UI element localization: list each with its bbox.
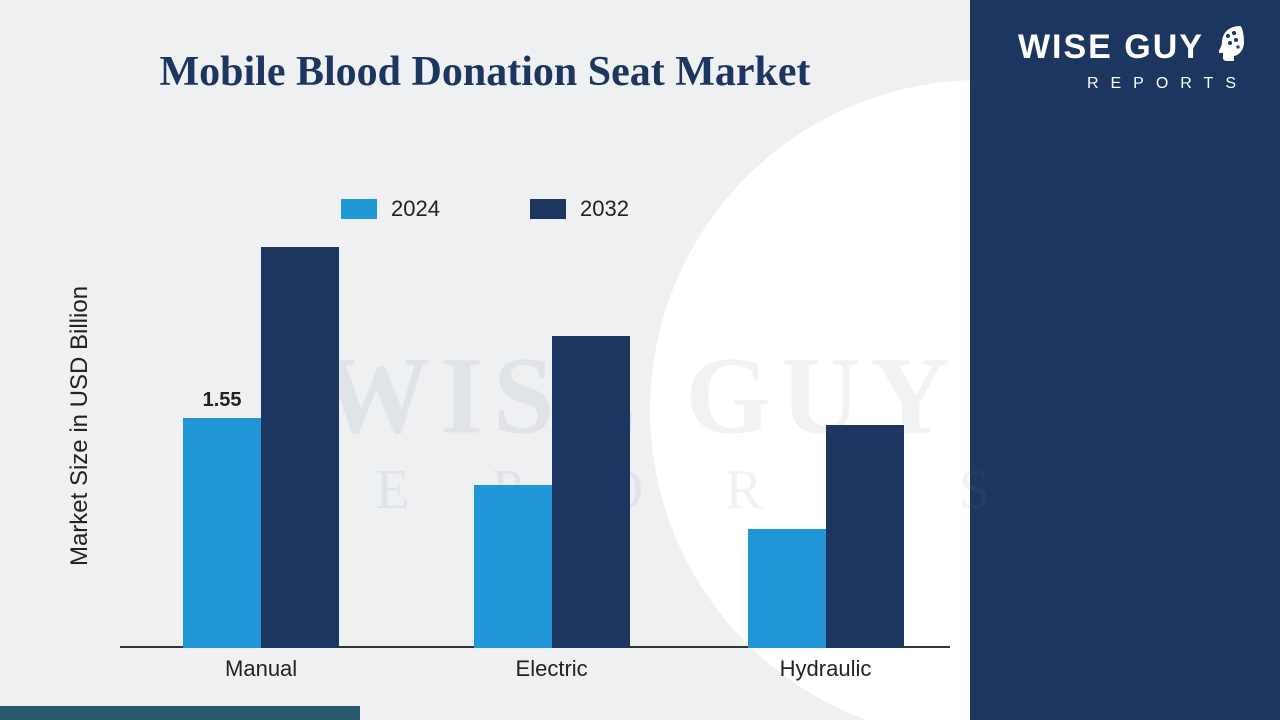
legend-swatch-2024 — [341, 199, 377, 219]
brand-logo-main: WISE GUY — [992, 22, 1252, 73]
legend-label-2024: 2024 — [391, 196, 440, 222]
brand-logo-text: WISE GUY — [1018, 28, 1204, 67]
decor-right-band — [970, 0, 1280, 720]
category-label-electric: Electric — [516, 656, 588, 682]
brand-logo: WISE GUY REPORTS — [992, 22, 1252, 93]
legend-item-2024: 2024 — [341, 196, 440, 222]
chart-legend: 2024 2032 — [0, 196, 970, 222]
y-axis-label: Market Size in USD Billion — [66, 286, 94, 566]
chart-canvas: WISE GUY R E P O R T S Mobile Blood Dona… — [0, 0, 1280, 720]
head-profile-icon — [1210, 22, 1252, 73]
decor-bottom-bar — [0, 706, 360, 720]
bar-2024-electric — [474, 485, 552, 648]
bar-2024-hydraulic — [748, 529, 826, 648]
chart-title: Mobile Blood Donation Seat Market — [0, 48, 970, 96]
category-label-hydraulic: Hydraulic — [780, 656, 872, 682]
legend-swatch-2032 — [530, 199, 566, 219]
category-label-manual: Manual — [225, 656, 297, 682]
legend-item-2032: 2032 — [530, 196, 629, 222]
plot-area: Manual1.55ElectricHydraulic — [120, 232, 950, 648]
bar-2032-electric — [552, 336, 630, 648]
bar-2032-hydraulic — [826, 425, 904, 648]
bar-2024-manual — [183, 418, 261, 648]
bar-2032-manual — [261, 247, 339, 648]
value-label-2024-manual: 1.55 — [203, 389, 242, 412]
legend-label-2032: 2032 — [580, 196, 629, 222]
brand-logo-sub: REPORTS — [992, 75, 1252, 93]
